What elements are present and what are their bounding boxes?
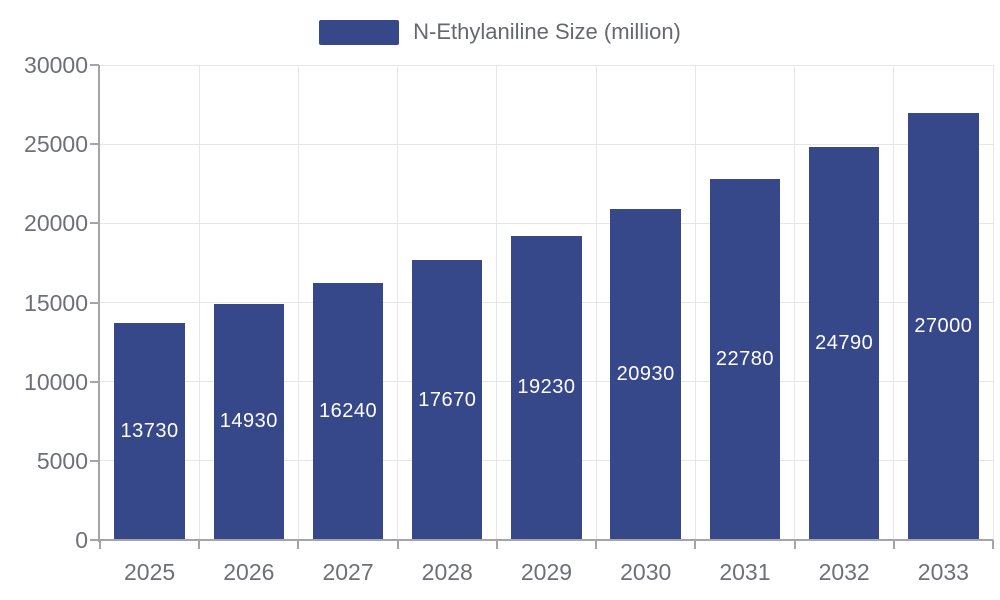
x-gridline	[198, 65, 200, 540]
x-gridline	[694, 65, 696, 540]
x-tick-label: 2031	[719, 559, 771, 585]
y-tick-label: 0	[75, 527, 88, 553]
bar[interactable]: 22780	[709, 179, 781, 540]
x-tick-label: 2029	[520, 559, 573, 585]
y-tick-label: 30000	[24, 52, 88, 78]
bar[interactable]: 16240	[312, 282, 384, 540]
x-tick	[892, 540, 895, 549]
y-gridline	[100, 143, 993, 145]
y-tick-label: 25000	[24, 131, 88, 158]
bar[interactable]: 13730	[114, 322, 185, 540]
x-tick-label: 2032	[818, 559, 870, 585]
x-tick-label: 2027	[322, 559, 374, 585]
legend-label: N-Ethylaniline Size (million)	[413, 19, 681, 44]
bar[interactable]: 27000	[908, 112, 979, 540]
x-gridline	[893, 65, 895, 540]
x-tick	[297, 540, 300, 549]
y-tick	[90, 380, 99, 383]
x-gridline	[397, 65, 399, 540]
bar-value-label: 24790	[815, 332, 874, 355]
bar[interactable]: 14930	[213, 303, 285, 540]
y-tick-label: 15000	[24, 289, 88, 316]
x-gridline	[794, 65, 796, 540]
bar-value-label: 27000	[914, 314, 973, 337]
bar-value-label: 14930	[219, 410, 278, 433]
y-tick	[90, 143, 99, 146]
bar-value-label: 16240	[318, 399, 378, 422]
x-tick	[694, 540, 697, 549]
x-tick-label: 2030	[620, 559, 672, 585]
y-axis-line	[98, 65, 100, 542]
x-gridline	[297, 65, 299, 540]
y-gridline	[100, 222, 993, 224]
y-tick	[90, 301, 99, 304]
bar[interactable]: 19230	[511, 235, 582, 540]
x-axis-line	[98, 539, 993, 541]
x-tick-label: 2025	[124, 559, 176, 585]
bar[interactable]: 20930	[610, 208, 681, 540]
x-tick	[793, 540, 796, 549]
plot-area: 13730 14930 16240 17670 19230 20930 22780 24790…	[100, 64, 994, 540]
x-gridline	[992, 65, 994, 540]
x-gridline	[496, 65, 498, 540]
x-tick	[99, 540, 101, 549]
y-tick-label: 5000	[36, 447, 88, 474]
y-tick	[90, 222, 99, 225]
x-tick	[595, 540, 598, 549]
x-tick-label: 2028	[421, 559, 473, 585]
bar-value-label: 13730	[120, 419, 179, 442]
y-tick-label: 10000	[24, 368, 88, 395]
x-tick	[992, 540, 994, 549]
y-tick	[90, 64, 99, 66]
x-tick	[495, 540, 498, 549]
bar-value-label: 20930	[616, 362, 675, 385]
x-tick	[198, 540, 201, 549]
y-tick	[90, 539, 99, 541]
x-gridline	[595, 65, 597, 540]
bar-value-label: 22780	[715, 348, 774, 371]
legend-swatch	[319, 19, 400, 45]
bar-value-label: 19230	[517, 376, 576, 399]
legend-item[interactable]: N-Ethylaniline Size (million)	[0, 13, 1000, 51]
bar-value-label: 17670	[418, 388, 477, 411]
x-tick-label: 2033	[917, 559, 969, 585]
bar[interactable]: 24790	[808, 147, 880, 540]
y-gridline	[100, 64, 993, 66]
y-tick	[90, 459, 99, 462]
x-tick-label: 2026	[223, 559, 275, 585]
y-tick-label: 20000	[24, 210, 88, 237]
bar[interactable]: 17670	[412, 260, 483, 540]
x-tick	[396, 540, 399, 549]
